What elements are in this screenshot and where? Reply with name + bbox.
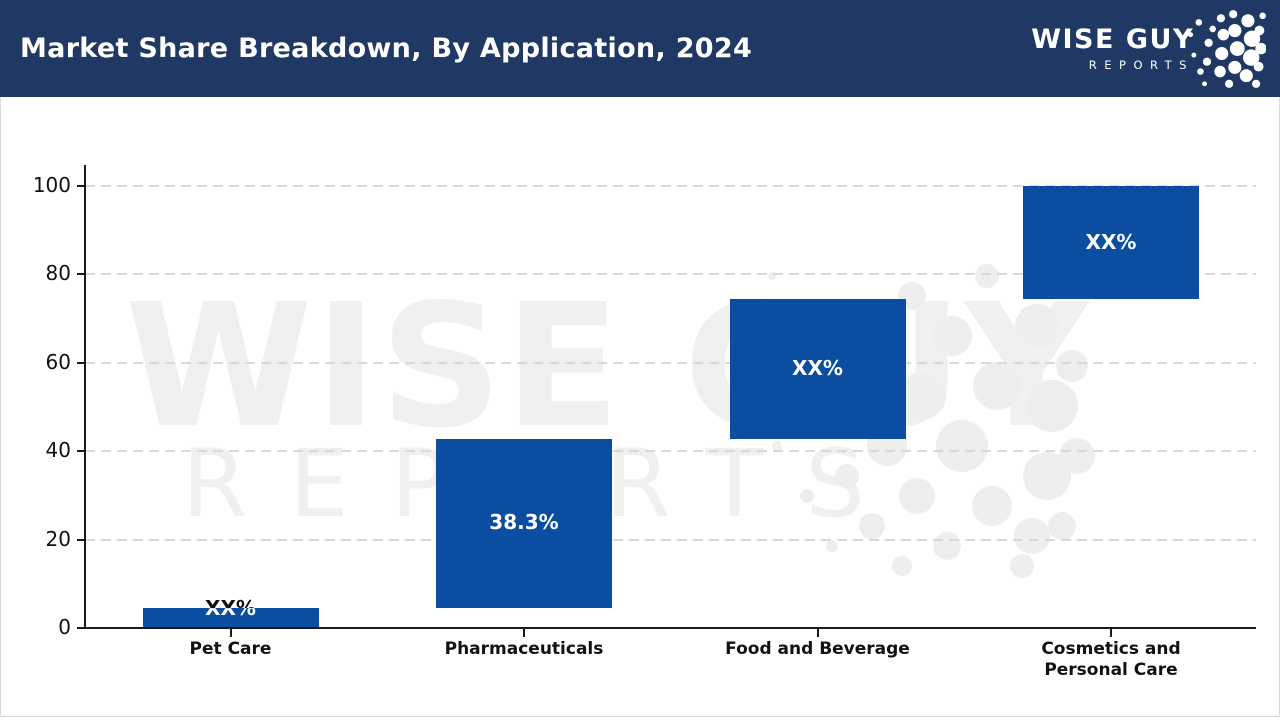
x-axis-tick (1110, 629, 1112, 637)
brand-text: WISE GUY REPORTS (1031, 24, 1194, 72)
y-axis-tick (77, 627, 85, 629)
brand-subtitle: REPORTS (1088, 57, 1194, 72)
y-tick-label: 60 (45, 349, 71, 374)
bar-pet-care (142, 608, 319, 628)
y-axis-tick (77, 361, 85, 364)
bar-value-label: XX% XX% (205, 596, 256, 621)
x-axis-label: Pharmaceuticals (444, 639, 604, 659)
x-axis-tick (229, 629, 232, 637)
bar-cosmetics-and-personal-care (1023, 186, 1199, 300)
bar-value-label: XX% (792, 355, 843, 380)
gridline (85, 361, 1256, 364)
gridline (85, 450, 1256, 453)
y-tick-label: 0 (58, 615, 71, 639)
bar-pharmaceuticals (436, 438, 612, 609)
brand-logo: WISE GUY REPORTS (1031, 6, 1266, 92)
bar-food-and-beverage (729, 299, 906, 439)
gridline (85, 538, 1256, 541)
x-axis-tick (523, 629, 525, 637)
bar-value-label: 38.3% (489, 510, 559, 535)
bar-value-label: XX% (1085, 229, 1137, 254)
y-axis-tick (77, 450, 85, 453)
x-axis-label: Cosmetics and Personal Care (1041, 639, 1181, 680)
y-tick-label: 80 (45, 261, 71, 286)
x-axis-tick (816, 629, 819, 637)
y-axis-line (84, 165, 86, 629)
page-title: Market Share Breakdown, By Application, … (20, 33, 753, 64)
header-bar: Market Share Breakdown, By Application, … (0, 0, 1280, 97)
brand-name: WISE GUY (1031, 24, 1194, 56)
y-axis-tick (77, 538, 85, 541)
x-axis-line (84, 627, 1256, 629)
gridline (85, 185, 1256, 187)
x-axis-label: Food and Beverage (725, 639, 910, 659)
y-tick-label: 40 (45, 438, 71, 463)
x-axis-label: Pet Care (189, 639, 272, 659)
y-tick-label: 20 (45, 526, 71, 551)
gridline (85, 273, 1256, 276)
y-tick-label: 100 (32, 173, 71, 197)
brand-head-icon (1188, 10, 1266, 88)
watermark-brand-text: WISE GUY (125, 268, 1091, 466)
y-axis-tick (77, 273, 85, 276)
y-axis-tick (77, 185, 85, 187)
